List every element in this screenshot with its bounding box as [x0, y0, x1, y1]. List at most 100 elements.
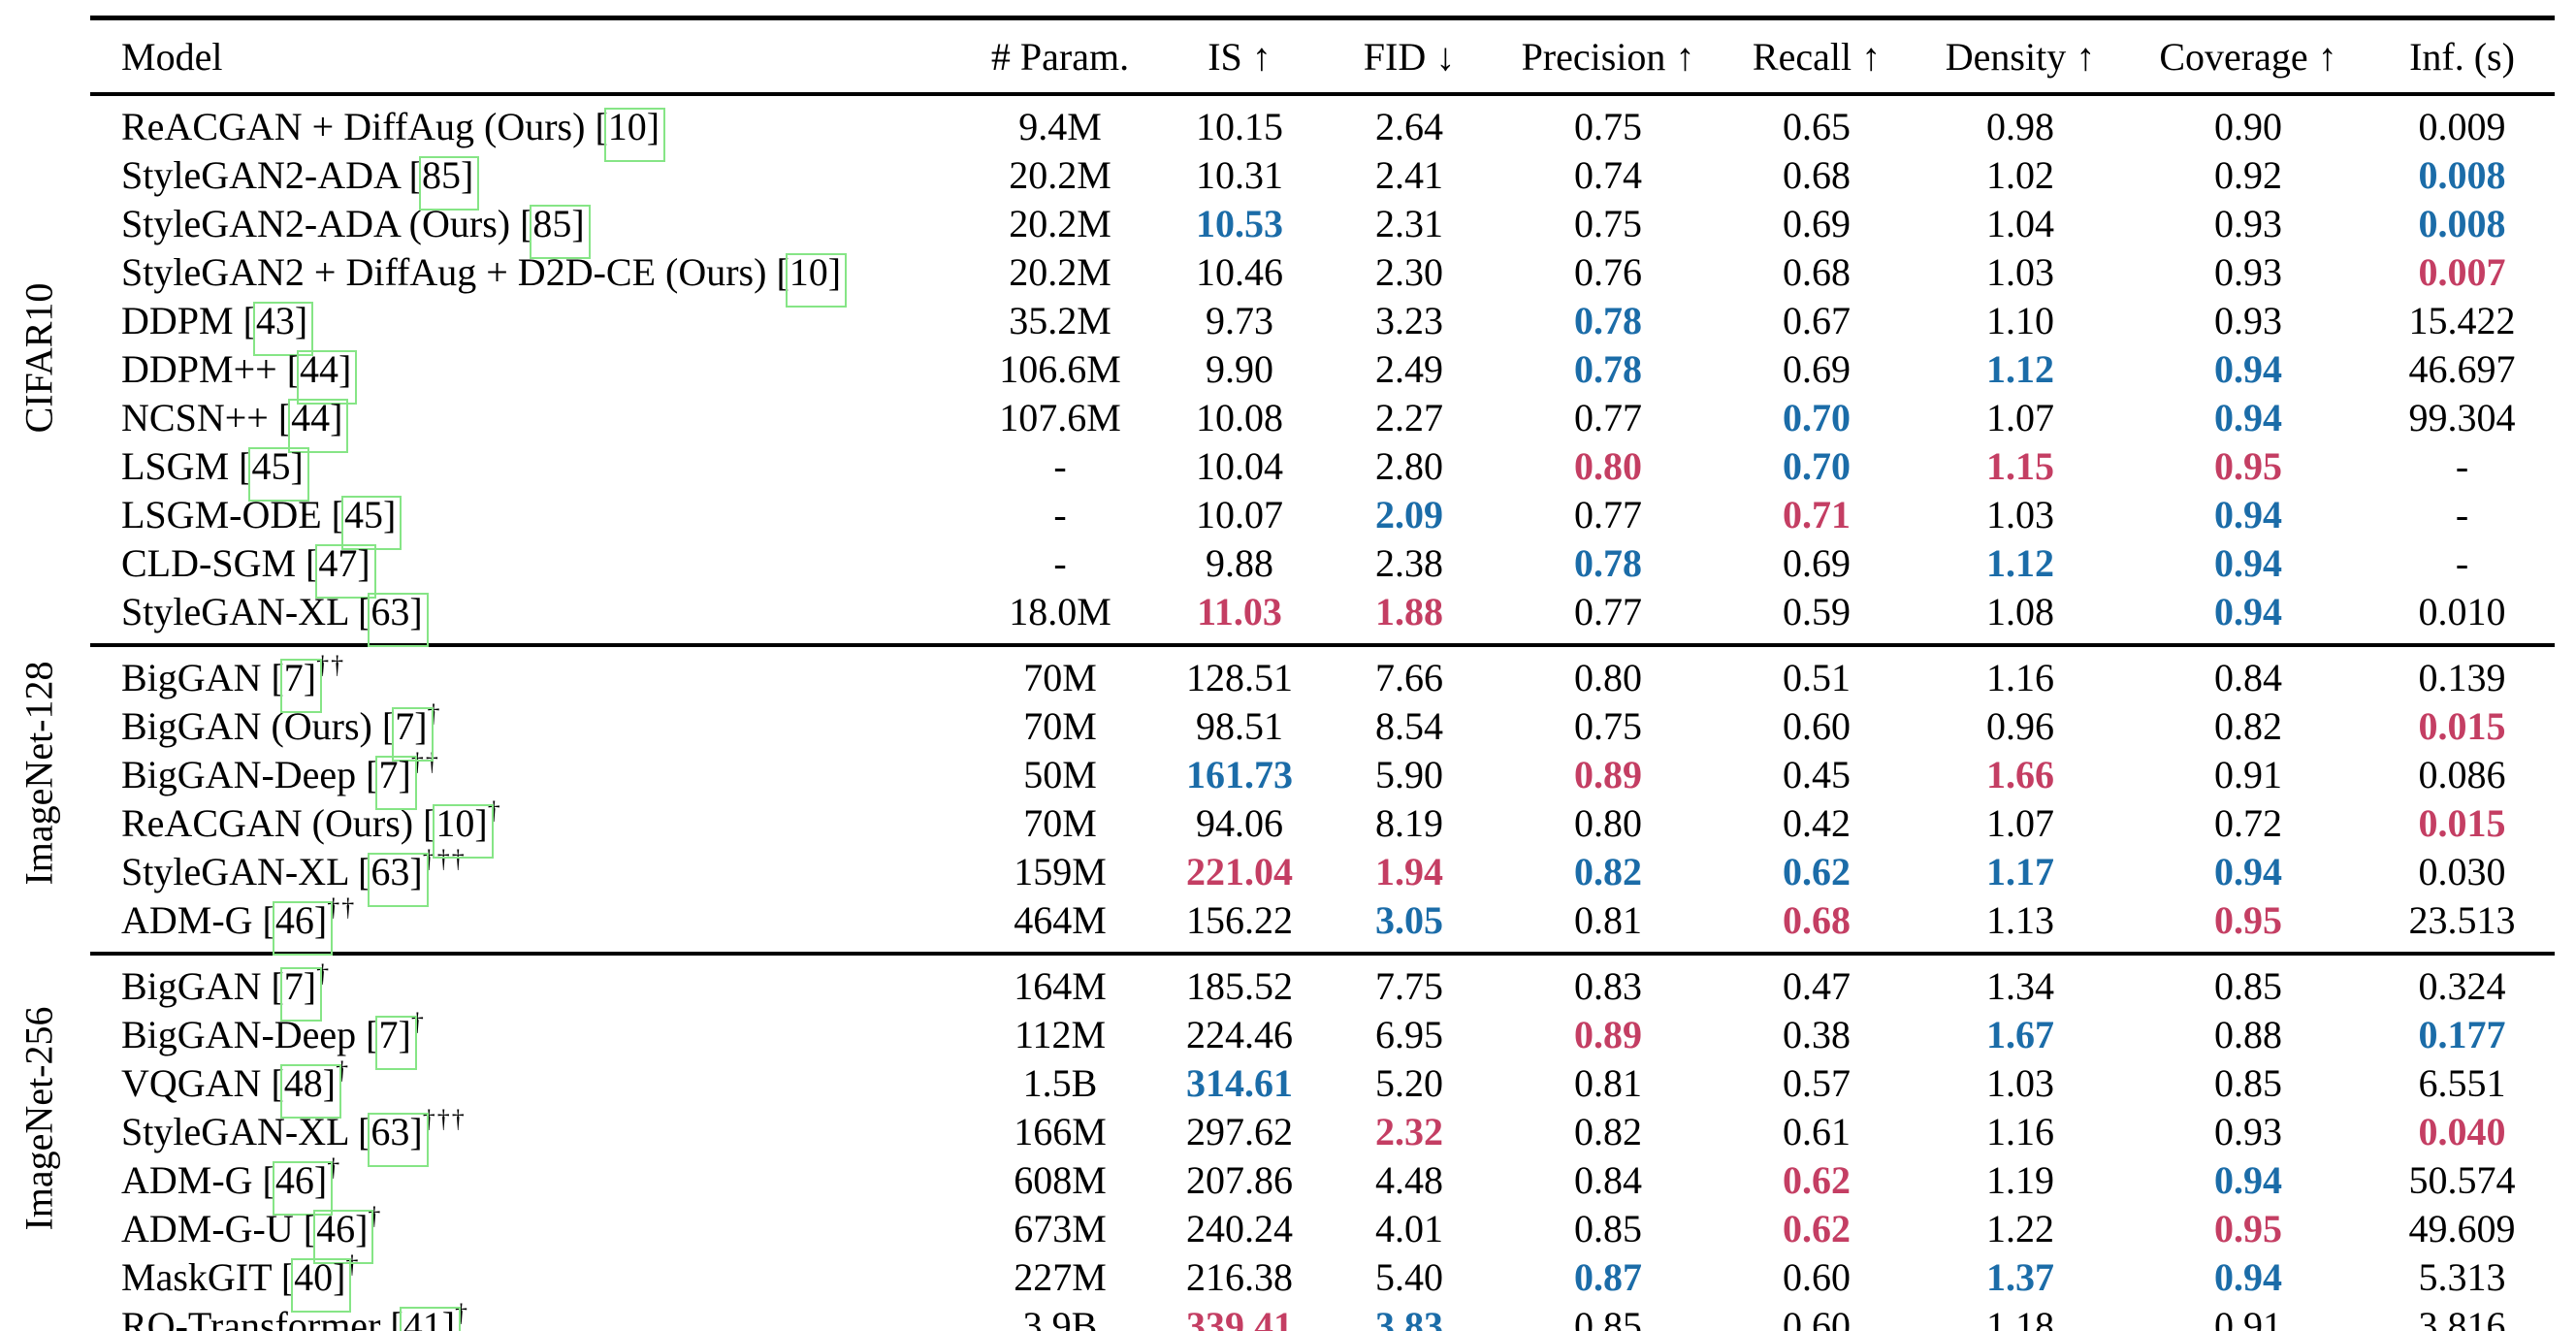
model-name: BigGAN: [121, 656, 272, 699]
dagger-note: †: [427, 699, 442, 728]
model-cell: DDPM [43]: [90, 297, 963, 356]
dagger-note: †: [455, 1299, 470, 1327]
citation-link[interactable]: [47]: [306, 541, 376, 599]
metric-cell: 1.03: [1986, 493, 2054, 536]
metric-cell: 3.83: [1375, 1304, 1443, 1331]
metric-cell: 10.04: [1196, 444, 1283, 488]
metric-cell: 1.94: [1375, 850, 1443, 893]
dagger-note: †: [487, 796, 502, 825]
citation-link[interactable]: [46]: [303, 1207, 374, 1264]
model-cell: BigGAN (Ours) [7]†: [90, 699, 963, 762]
metric-cell: 2.32: [1375, 1110, 1443, 1153]
citation-link[interactable]: [85]: [408, 153, 479, 211]
model-name: NCSN++: [121, 396, 278, 439]
metric-cell: 0.59: [1783, 590, 1851, 633]
metric-cell: 0.91: [2214, 1304, 2282, 1331]
metric-cell: 20.2M: [1009, 202, 1111, 245]
metric-cell: -: [2455, 444, 2469, 488]
citation-link[interactable]: [85]: [520, 202, 591, 259]
citation-link[interactable]: [7]: [366, 1013, 417, 1070]
citation-link[interactable]: [63]: [358, 1110, 429, 1167]
citation-link[interactable]: [7]: [271, 656, 322, 713]
metric-cell: 1.66: [1986, 753, 2054, 796]
citation-link[interactable]: [10]: [595, 105, 665, 162]
citation-link[interactable]: [40]: [280, 1255, 352, 1313]
metric-cell: 0.82: [1574, 850, 1642, 893]
metric-cell: 297.62: [1186, 1110, 1293, 1153]
metric-cell: 0.75: [1574, 105, 1642, 148]
model-cell: ADM-G [46]†: [90, 1155, 963, 1216]
group-label-imagenet256: ImageNet-256: [16, 1006, 61, 1231]
citation-link[interactable]: [7]: [366, 753, 417, 810]
citation-link[interactable]: [46]: [262, 898, 333, 956]
metric-cell: 0.94: [2214, 347, 2282, 391]
citation-link[interactable]: [7]: [271, 964, 322, 1022]
citation-link[interactable]: [63]: [358, 590, 429, 647]
metric-cell: 464M: [1014, 898, 1107, 942]
metric-cell: 0.38: [1783, 1013, 1851, 1056]
metric-cell: 227M: [1014, 1255, 1107, 1299]
metric-cell: 4.48: [1375, 1158, 1443, 1202]
table-row: BigGAN-Deep [7]† 112M 224.46 6.95 0.89 0.38 1.…: [90, 1008, 2555, 1070]
citation-link[interactable]: [45]: [331, 493, 402, 550]
metric-cell: 1.07: [1986, 801, 2054, 845]
metric-cell: 6.95: [1375, 1013, 1443, 1056]
citation-link[interactable]: [10]: [776, 250, 847, 308]
metric-cell: 0.94: [2214, 850, 2282, 893]
model-name: StyleGAN-XL: [121, 850, 359, 893]
citation-link[interactable]: [44]: [277, 396, 349, 453]
model-name: LSGM-ODE: [121, 493, 332, 536]
metric-cell: 0.98: [1986, 105, 2054, 148]
metric-cell: 0.95: [2214, 444, 2282, 488]
metric-cell: 0.89: [1574, 753, 1642, 796]
citation-link[interactable]: [7]: [381, 704, 434, 762]
citation-link[interactable]: [45]: [239, 444, 309, 502]
metric-cell: 3.9B: [1022, 1304, 1098, 1331]
metric-cell: 4.01: [1375, 1207, 1443, 1250]
model-name: BigGAN (Ours): [121, 704, 382, 748]
metric-cell: 98.51: [1196, 704, 1283, 748]
dagger-note: †††: [422, 845, 467, 873]
citation-link[interactable]: [63]: [358, 850, 429, 907]
dagger-note: ††: [327, 893, 357, 922]
metric-cell: 0.94: [2214, 1255, 2282, 1299]
metric-cell: 2.09: [1375, 493, 1443, 536]
citation-link[interactable]: [43]: [242, 299, 313, 356]
metric-cell: 2.64: [1375, 105, 1443, 148]
metric-cell: 1.5B: [1022, 1061, 1098, 1105]
metric-cell: 0.57: [1783, 1061, 1851, 1105]
table-row: CLD-SGM [47] - 9.88 2.38 0.78 0.69 1.12 0.94 -: [90, 539, 2555, 599]
model-name: BigGAN: [121, 964, 272, 1008]
metric-cell: 0.009: [2418, 105, 2506, 148]
table-row: DDPM++ [44] 106.6M 9.90 2.49 0.78 0.69 1.12 0.9…: [90, 345, 2555, 405]
metric-cell: 9.88: [1206, 541, 1273, 585]
model-name: BigGAN-Deep: [121, 753, 367, 796]
metric-cell: 1.88: [1375, 590, 1443, 633]
metric-cell: 0.45: [1783, 753, 1851, 796]
model-name: MaskGIT: [121, 1255, 281, 1299]
metric-cell: 35.2M: [1009, 299, 1111, 342]
metric-cell: 0.81: [1574, 898, 1642, 942]
metric-cell: 224.46: [1186, 1013, 1293, 1056]
model-name: StyleGAN-XL: [121, 590, 359, 633]
citation-link[interactable]: [10]: [423, 801, 494, 859]
model-cell: StyleGAN-XL [63]†††: [90, 845, 963, 907]
citation-link[interactable]: [41]: [390, 1303, 461, 1331]
metric-cell: 0.89: [1574, 1013, 1642, 1056]
metric-cell: 1.67: [1986, 1013, 2054, 1056]
citation-link[interactable]: [46]: [262, 1158, 333, 1216]
metric-cell: 0.60: [1783, 1304, 1851, 1331]
metric-cell: 0.010: [2418, 590, 2506, 633]
model-cell: StyleGAN-XL [63]†††: [90, 1107, 963, 1167]
dagger-note: †: [410, 1008, 426, 1036]
model-name: RQ-Transformer: [121, 1304, 391, 1331]
citation-link[interactable]: [48]: [271, 1061, 341, 1119]
metric-cell: 314.61: [1186, 1061, 1293, 1105]
table-row: BigGAN (Ours) [7]† 70M 98.51 8.54 0.75 0.60 0.…: [90, 699, 2555, 762]
citation-link[interactable]: [44]: [286, 347, 357, 405]
metric-cell: 6.551: [2418, 1061, 2506, 1105]
metric-cell: 0.70: [1783, 444, 1851, 488]
metric-cell: -: [2455, 493, 2469, 536]
group-body-imagenet128: BigGAN [7]†† 70M 128.51 7.66 0.80 0.51 1.16 0.8…: [90, 645, 2555, 956]
metric-cell: 1.34: [1986, 964, 2054, 1008]
